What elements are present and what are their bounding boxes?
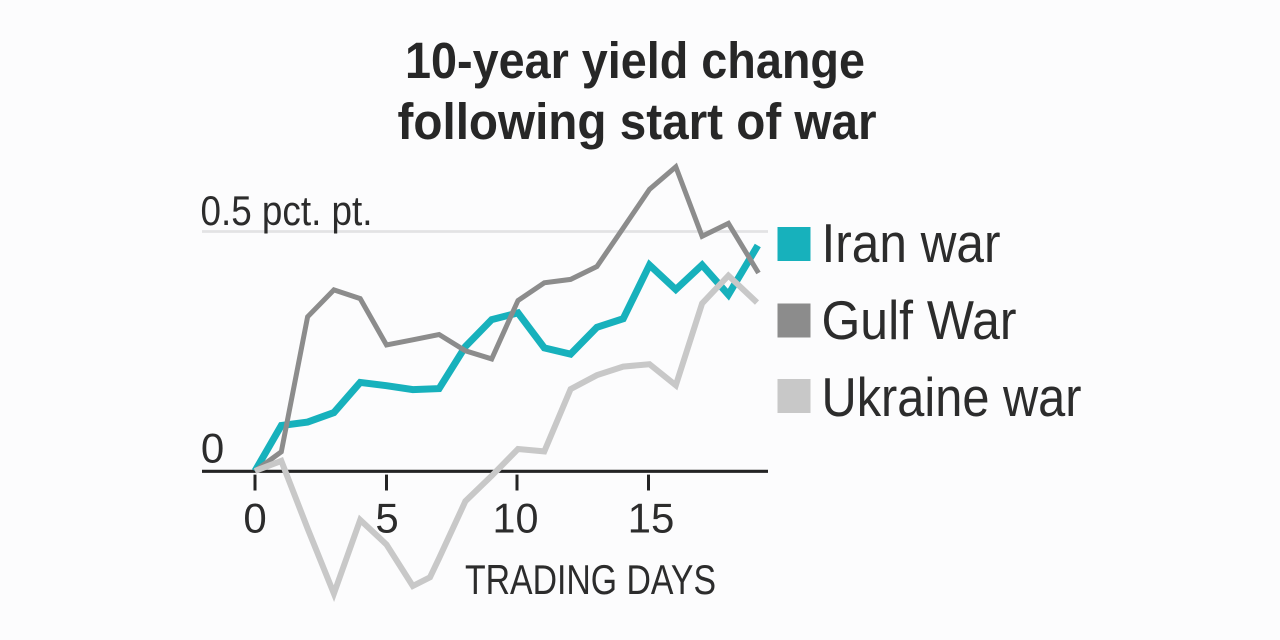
svg-text:following start of war: following start of war [398,93,877,150]
svg-text:TRADING DAYS: TRADING DAYS [465,556,716,603]
svg-text:10: 10 [493,495,539,542]
svg-text:0.5 pct. pt.: 0.5 pct. pt. [201,187,373,234]
svg-text:Iran war: Iran war [822,212,1001,274]
svg-text:5: 5 [375,495,398,542]
svg-text:10-year yield change: 10-year yield change [405,32,865,89]
svg-text:0: 0 [201,425,224,472]
svg-text:Ukraine war: Ukraine war [822,366,1082,428]
svg-text:0: 0 [243,495,266,542]
svg-text:15: 15 [628,495,675,542]
svg-text:Gulf War: Gulf War [822,289,1017,351]
